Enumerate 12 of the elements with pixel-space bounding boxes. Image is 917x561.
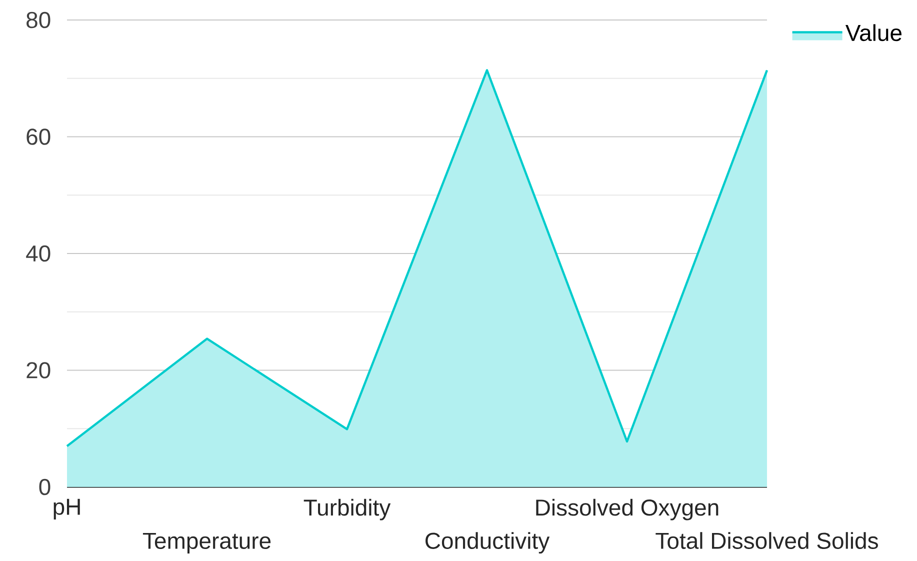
y-tick-label: 60 bbox=[26, 128, 50, 145]
x-tick-label: pH bbox=[54, 498, 80, 520]
x-tick-label: Total Dissolved Solids bbox=[656, 532, 878, 549]
y-tick-label: 40 bbox=[26, 245, 50, 262]
y-tick-label: 20 bbox=[26, 362, 50, 378]
y-tick-label: 80 bbox=[26, 12, 50, 28]
legend-label: Value bbox=[846, 24, 902, 41]
y-tick-label: 0 bbox=[39, 478, 50, 496]
x-tick-label: Temperature bbox=[142, 532, 271, 554]
x-tick-label: Dissolved Oxygen bbox=[536, 498, 718, 520]
x-tick-label: Turbidity bbox=[304, 498, 391, 520]
x-tick-label: Conductivity bbox=[426, 532, 550, 554]
